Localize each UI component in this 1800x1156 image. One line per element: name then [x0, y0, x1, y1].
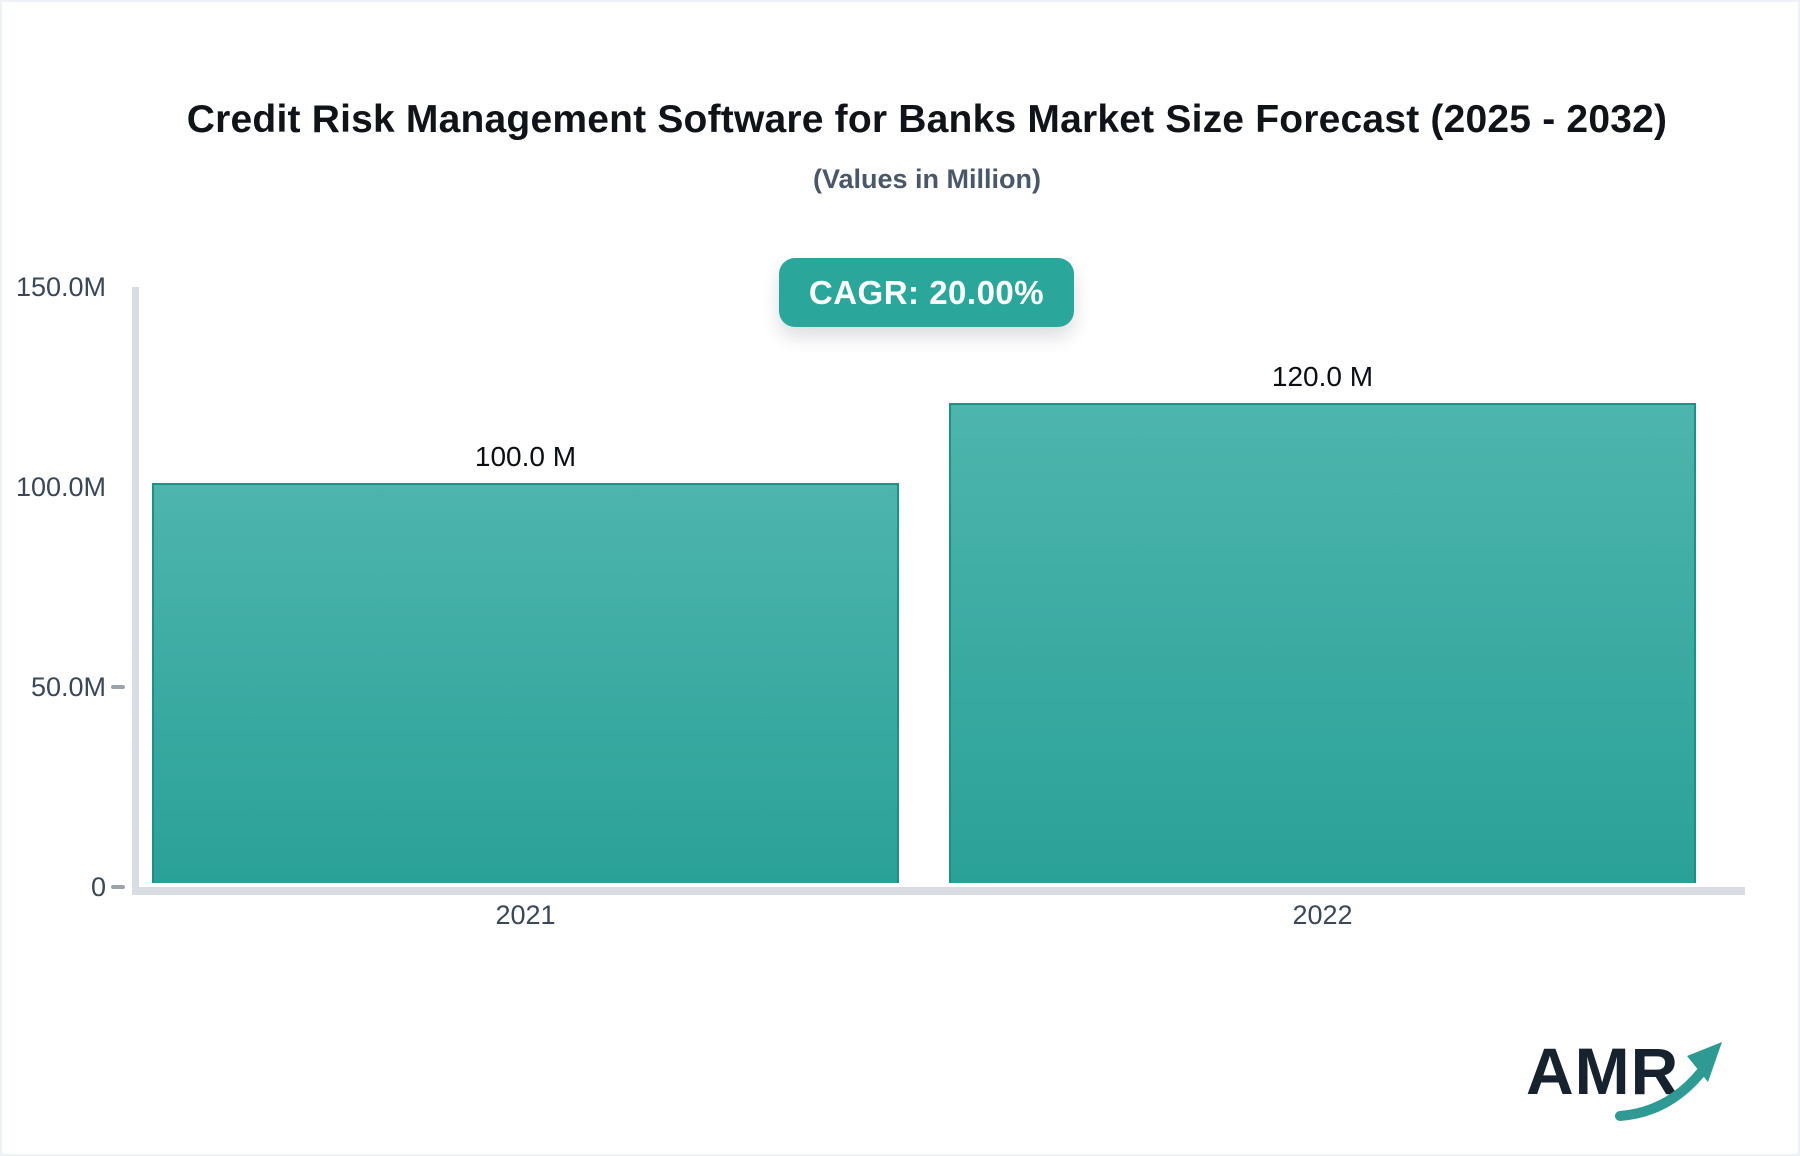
bar-value-label-2021: 100.0 M	[474, 441, 577, 472]
chart-title: Credit Risk Management Software for Bank…	[186, 98, 1668, 141]
amr-logo-text: AMR	[1526, 1034, 1679, 1108]
y-tick-label-50m: 50.0M	[30, 672, 106, 702]
y-tick-mark-50m	[111, 685, 125, 689]
bar-2022[interactable]	[949, 403, 1696, 883]
cagr-badge-label: CAGR: 20.00%	[808, 273, 1045, 311]
bar-value-label-2022: 120.0 M	[1271, 361, 1374, 392]
cagr-badge: CAGR: 20.00%	[779, 258, 1074, 327]
amr-logo: AMR	[1526, 1034, 1722, 1121]
y-axis-line	[132, 287, 139, 895]
x-tick-label-2021: 2021	[495, 900, 556, 930]
x-tick-label-2022: 2022	[1292, 900, 1353, 930]
chart-subtitle: (Values in Million)	[812, 164, 1042, 194]
y-tick-label-150m: 150.0M	[15, 272, 106, 302]
amr-logo-arrow-head	[1687, 1042, 1722, 1082]
y-tick-label-100m: 100.0M	[15, 472, 106, 502]
y-tick-label-0: 0	[90, 872, 106, 902]
bar-2021[interactable]	[152, 483, 899, 883]
y-tick-mark-0	[111, 885, 125, 889]
x-axis-baseline	[132, 887, 1745, 895]
amr-logo-arrow-swoosh	[1615, 1061, 1711, 1121]
